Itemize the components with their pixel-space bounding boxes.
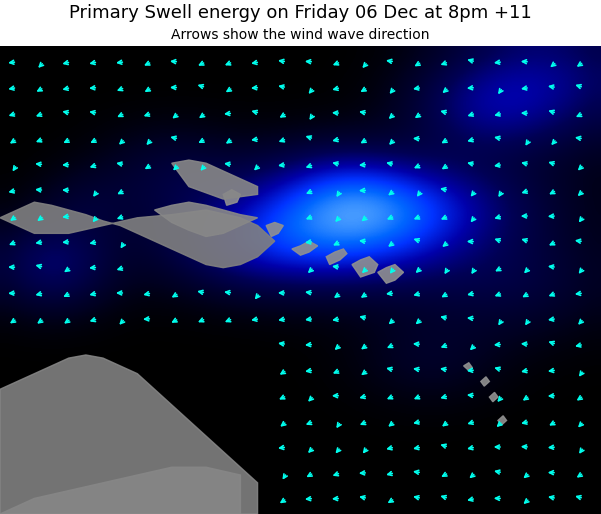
Polygon shape bbox=[352, 256, 378, 277]
Polygon shape bbox=[172, 160, 258, 199]
Polygon shape bbox=[154, 202, 258, 236]
Polygon shape bbox=[0, 355, 258, 514]
Polygon shape bbox=[266, 223, 283, 236]
Polygon shape bbox=[481, 377, 489, 386]
Polygon shape bbox=[0, 202, 275, 268]
Polygon shape bbox=[0, 467, 240, 514]
Polygon shape bbox=[326, 249, 347, 265]
Polygon shape bbox=[489, 392, 498, 402]
Polygon shape bbox=[223, 190, 240, 205]
Polygon shape bbox=[463, 363, 472, 371]
Text: Arrows show the wind wave direction: Arrows show the wind wave direction bbox=[171, 28, 430, 42]
Polygon shape bbox=[378, 265, 403, 283]
Text: Primary Swell energy on Friday 06 Dec at 8pm +11: Primary Swell energy on Friday 06 Dec at… bbox=[69, 4, 532, 22]
Polygon shape bbox=[292, 241, 318, 255]
Polygon shape bbox=[498, 416, 507, 425]
